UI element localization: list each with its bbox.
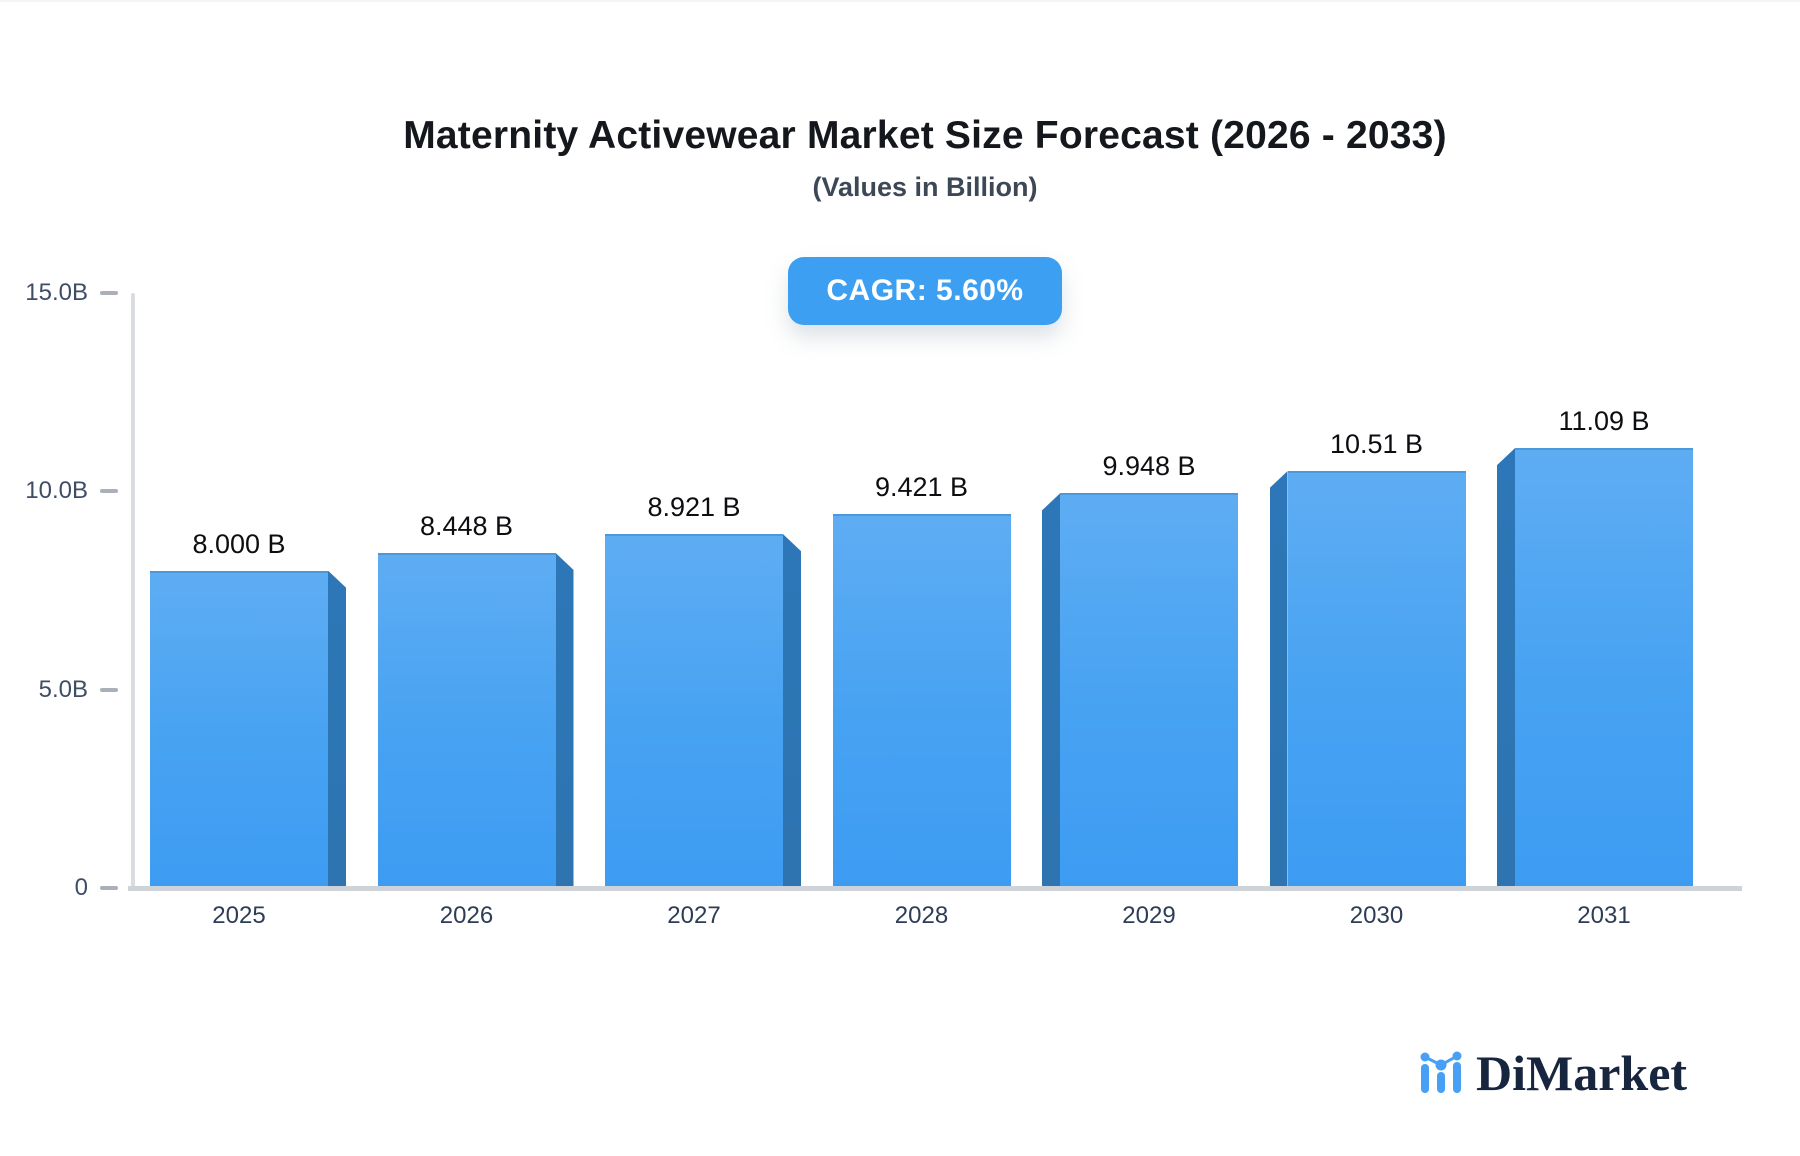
chart-title: Maternity Activewear Market Size Forecas… bbox=[403, 114, 1447, 157]
x-axis-label: 2031 bbox=[1577, 902, 1631, 929]
bar-line-chart-icon bbox=[1420, 1051, 1462, 1093]
y-tick-label: 15.0B bbox=[25, 279, 88, 306]
bar-3d-side bbox=[1042, 493, 1060, 887]
bar-3d-side bbox=[783, 534, 801, 887]
bar-value-label: 9.948 B bbox=[1102, 451, 1196, 482]
x-axis-label: 2029 bbox=[1122, 902, 1176, 929]
y-tick-mark bbox=[100, 291, 118, 295]
x-axis-label: 2026 bbox=[439, 902, 494, 929]
bar bbox=[1060, 493, 1238, 887]
bar-3d-side bbox=[328, 570, 346, 887]
y-axis-line bbox=[131, 293, 135, 888]
bar-value-label: 8.921 B bbox=[647, 492, 741, 523]
bar-value-label: 9.421 B bbox=[874, 472, 969, 503]
bar bbox=[150, 570, 328, 887]
bar bbox=[605, 534, 783, 887]
bar-value-label: 10.51 B bbox=[1329, 429, 1424, 460]
y-tick-label: 10.0B bbox=[25, 477, 88, 505]
chart-subtitle: (Values in Billion) bbox=[812, 172, 1038, 202]
y-tick-label: 5.0B bbox=[38, 675, 88, 703]
brand-logo: DiMarket bbox=[1420, 1040, 1688, 1101]
cagr-badge: CAGR: 5.60% bbox=[788, 257, 1062, 325]
bar-3d-side bbox=[1497, 448, 1515, 887]
x-axis-label: 2028 bbox=[894, 902, 949, 929]
bar-3d-side bbox=[1269, 471, 1288, 887]
bar-value-label: 8.000 B bbox=[192, 528, 286, 559]
bar bbox=[1287, 471, 1466, 887]
bar-value-label: 11.09 B bbox=[1558, 406, 1650, 437]
x-axis-line bbox=[128, 886, 1742, 891]
x-axis-label: 2025 bbox=[212, 902, 266, 929]
y-tick-mark bbox=[100, 489, 118, 494]
brand-logo-text: DiMarket bbox=[1476, 1045, 1688, 1101]
x-axis-label: 2027 bbox=[667, 902, 721, 929]
bar bbox=[1515, 448, 1693, 887]
bar bbox=[377, 552, 556, 887]
y-tick-mark bbox=[100, 886, 118, 890]
bar-value-label: 8.448 B bbox=[419, 510, 514, 541]
y-tick-label: 0 bbox=[74, 874, 88, 901]
bar bbox=[832, 514, 1011, 887]
chart-header: Maternity Activewear Market Size Forecas… bbox=[25, 2, 1800, 203]
y-tick-mark bbox=[100, 687, 118, 692]
bar-3d-side bbox=[555, 552, 574, 887]
x-axis-label: 2030 bbox=[1349, 902, 1404, 929]
